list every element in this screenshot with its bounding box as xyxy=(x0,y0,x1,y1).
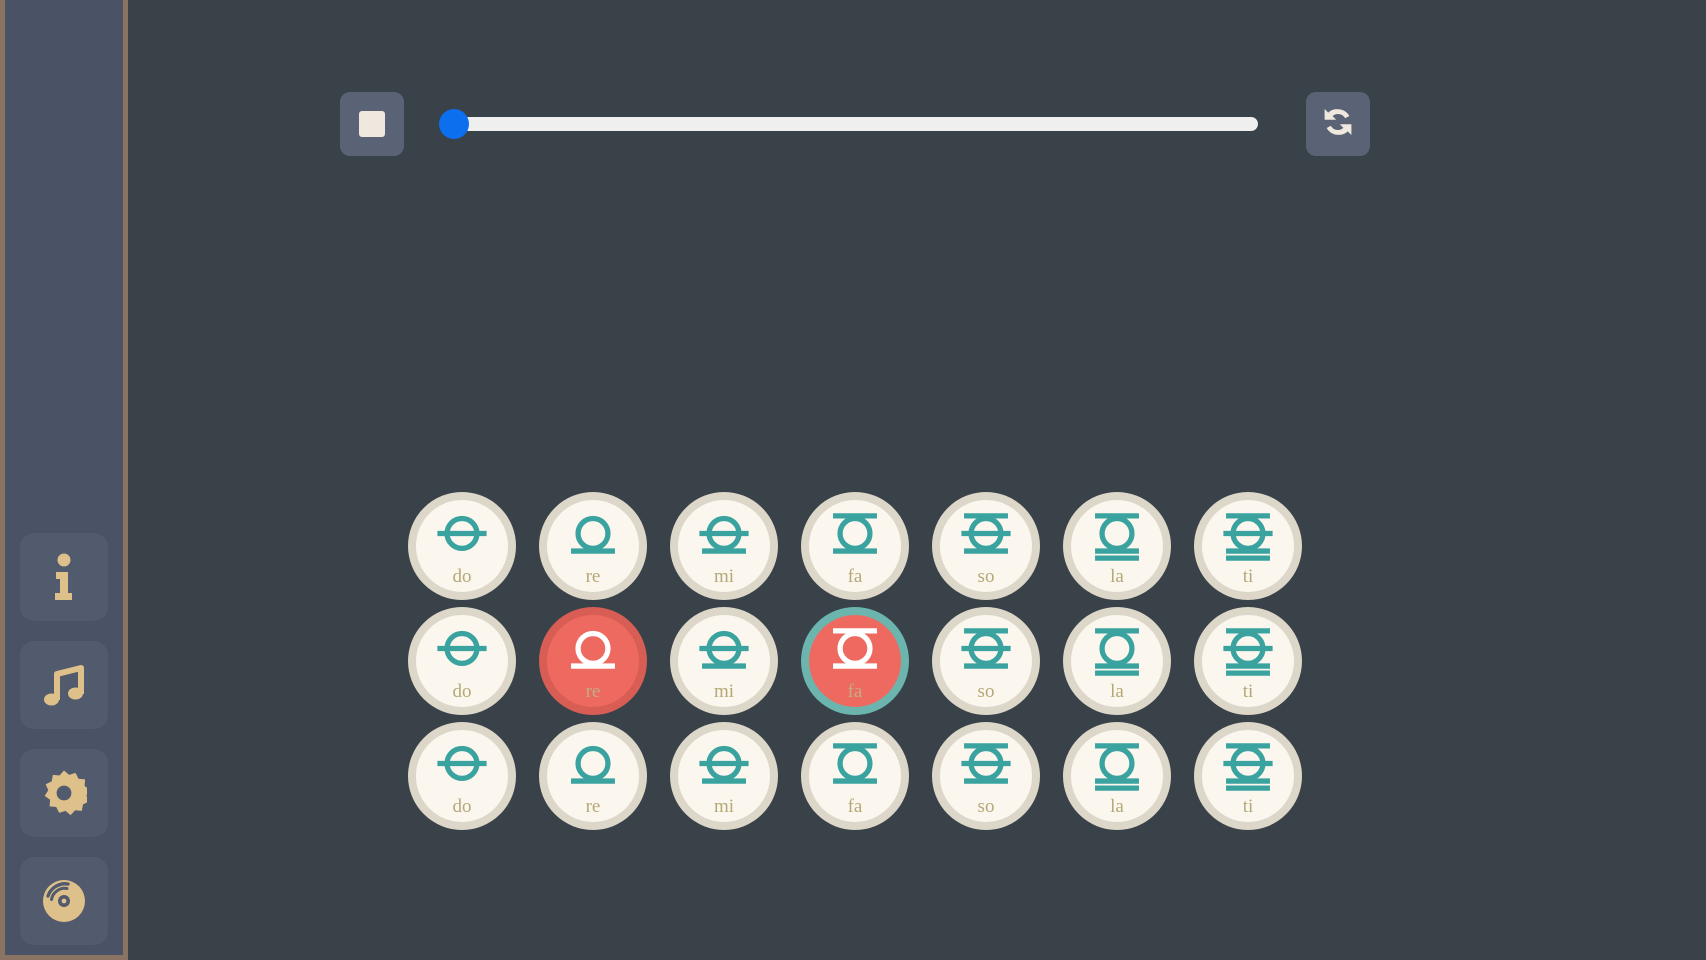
note-button-fa[interactable]: fa xyxy=(801,607,909,715)
refresh-icon xyxy=(1321,105,1355,144)
note-label: re xyxy=(585,566,601,587)
note-label: fa xyxy=(847,681,863,702)
note-label: mi xyxy=(713,796,735,817)
note-label: do xyxy=(452,566,472,587)
info-icon xyxy=(44,553,84,601)
note-label: so xyxy=(977,681,995,702)
note-button-mi[interactable]: mi xyxy=(670,607,778,715)
stop-button[interactable] xyxy=(340,92,404,156)
note-glyph-fa xyxy=(833,743,877,784)
note-row: do re mi fa so la ti xyxy=(408,607,1302,715)
note-glyph-ti xyxy=(1223,513,1273,561)
note-button-la[interactable]: la xyxy=(1063,722,1171,830)
note-button-do[interactable]: do xyxy=(408,722,516,830)
note-label: fa xyxy=(847,566,863,587)
slider-track[interactable] xyxy=(439,109,1258,139)
note-glyph-fa xyxy=(833,628,877,669)
note-glyph-so xyxy=(961,628,1011,669)
note-button-so[interactable]: so xyxy=(932,722,1040,830)
slider-thumb[interactable] xyxy=(439,109,469,139)
sidebar xyxy=(0,0,128,960)
tempo-slider[interactable] xyxy=(404,92,1306,156)
note-button-fa[interactable]: fa xyxy=(801,722,909,830)
music-note-icon xyxy=(40,661,88,709)
note-label: re xyxy=(585,796,601,817)
note-glyph-la xyxy=(1095,743,1139,791)
note-row: do re mi fa so la ti xyxy=(408,722,1302,830)
note-glyph-mi xyxy=(699,515,749,554)
note-button-do[interactable]: do xyxy=(408,492,516,600)
note-glyph-mi xyxy=(699,630,749,669)
note-button-la[interactable]: la xyxy=(1063,492,1171,600)
sidebar-item-info[interactable] xyxy=(20,533,108,621)
note-glyph-re xyxy=(571,515,615,554)
note-label: la xyxy=(1110,796,1124,817)
note-glyph-do xyxy=(437,515,487,552)
vinyl-record-icon xyxy=(40,877,88,925)
note-button-la[interactable]: la xyxy=(1063,607,1171,715)
note-label: do xyxy=(452,681,472,702)
note-label: so xyxy=(977,566,995,587)
note-label: mi xyxy=(713,681,735,702)
note-button-mi[interactable]: mi xyxy=(670,722,778,830)
note-glyph-do xyxy=(437,630,487,667)
note-button-ti[interactable]: ti xyxy=(1194,607,1302,715)
gear-icon xyxy=(41,770,87,816)
note-glyph-ti xyxy=(1223,628,1273,676)
note-row: do re mi fa so la ti xyxy=(408,492,1302,600)
note-glyph-re xyxy=(571,630,615,669)
note-label: do xyxy=(452,796,472,817)
note-button-ti[interactable]: ti xyxy=(1194,492,1302,600)
note-glyph-la xyxy=(1095,513,1139,561)
note-glyph-so xyxy=(961,513,1011,554)
refresh-button[interactable] xyxy=(1306,92,1370,156)
note-button-so[interactable]: so xyxy=(932,607,1040,715)
note-label: so xyxy=(977,796,995,817)
note-button-re[interactable]: re xyxy=(539,607,647,715)
note-button-re[interactable]: re xyxy=(539,492,647,600)
note-label: ti xyxy=(1242,796,1254,817)
note-glyph-fa xyxy=(833,513,877,554)
sidebar-item-music[interactable] xyxy=(20,641,108,729)
note-button-do[interactable]: do xyxy=(408,607,516,715)
note-glyph-do xyxy=(437,745,487,782)
note-label: mi xyxy=(713,566,735,587)
playback-toolbar xyxy=(340,92,1370,156)
note-label: ti xyxy=(1242,566,1254,587)
note-button-fa[interactable]: fa xyxy=(801,492,909,600)
note-glyph-la xyxy=(1095,628,1139,676)
note-label: fa xyxy=(847,796,863,817)
note-grid: do re mi fa so la ti do re mi fa so la ti do re mi fa so la… xyxy=(408,492,1302,830)
note-glyph-so xyxy=(961,743,1011,784)
note-button-re[interactable]: re xyxy=(539,722,647,830)
sidebar-item-record[interactable] xyxy=(20,857,108,945)
note-glyph-ti xyxy=(1223,743,1273,791)
note-button-mi[interactable]: mi xyxy=(670,492,778,600)
note-label: re xyxy=(585,681,601,702)
note-glyph-re xyxy=(571,745,615,784)
note-label: ti xyxy=(1242,681,1254,702)
note-button-so[interactable]: so xyxy=(932,492,1040,600)
sidebar-item-settings[interactable] xyxy=(20,749,108,837)
note-glyph-mi xyxy=(699,745,749,784)
note-label: la xyxy=(1110,681,1124,702)
stop-square-icon xyxy=(359,111,385,137)
note-button-ti[interactable]: ti xyxy=(1194,722,1302,830)
note-label: la xyxy=(1110,566,1124,587)
